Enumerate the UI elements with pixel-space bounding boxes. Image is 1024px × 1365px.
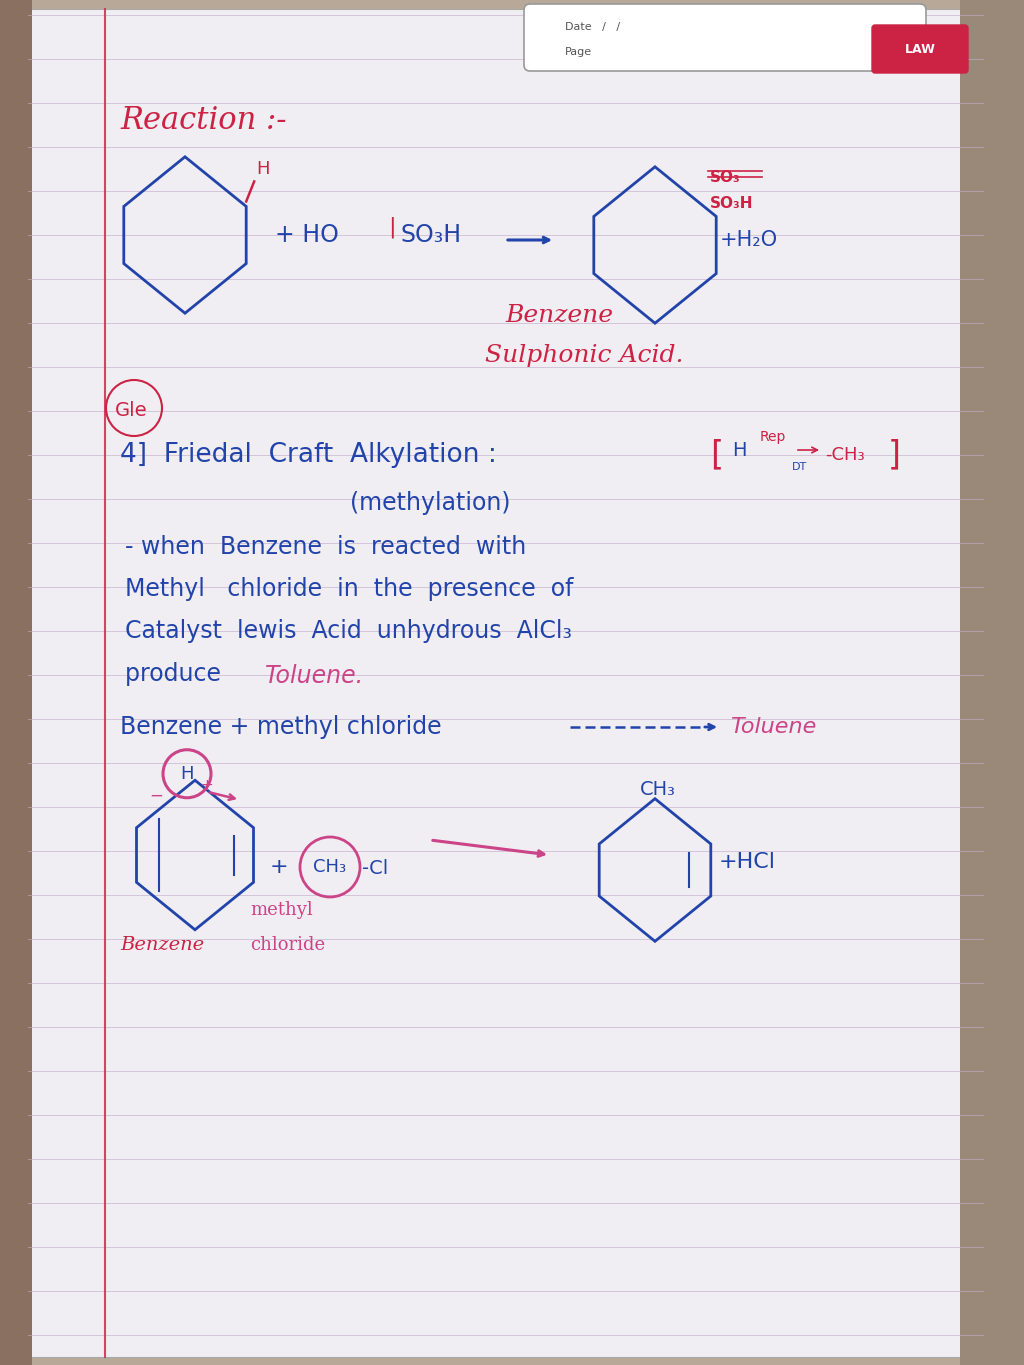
Text: CH₃: CH₃ xyxy=(640,779,676,799)
Text: Reaction :-: Reaction :- xyxy=(120,105,287,135)
Text: |: | xyxy=(388,216,395,238)
Text: +: + xyxy=(270,857,289,876)
Text: Rep: Rep xyxy=(760,430,786,444)
FancyBboxPatch shape xyxy=(961,0,1024,1365)
Text: [: [ xyxy=(710,438,723,471)
FancyBboxPatch shape xyxy=(0,0,32,1365)
Text: Benzene + methyl chloride: Benzene + methyl chloride xyxy=(120,715,441,738)
Text: Toluene: Toluene xyxy=(730,717,816,737)
Text: 4]  Friedal  Craft  Alkylation :: 4] Friedal Craft Alkylation : xyxy=(120,442,497,468)
Text: Page: Page xyxy=(565,46,592,57)
Text: +HCl: +HCl xyxy=(719,852,776,872)
Text: Catalyst  lewis  Acid  unhydrous  AlCl₃: Catalyst lewis Acid unhydrous AlCl₃ xyxy=(125,618,572,643)
Text: Date   /   /: Date / / xyxy=(565,22,621,31)
Text: H: H xyxy=(180,764,194,782)
Text: -CH₃: -CH₃ xyxy=(825,446,864,464)
Text: produce: produce xyxy=(125,662,244,687)
Text: LAW: LAW xyxy=(904,42,936,56)
Text: DT: DT xyxy=(792,461,807,472)
Text: (methylation): (methylation) xyxy=(350,491,511,515)
Text: +: + xyxy=(201,778,213,793)
Text: Methyl   chloride  in  the  presence  of: Methyl chloride in the presence of xyxy=(125,577,573,601)
Text: SO₃H: SO₃H xyxy=(710,195,754,210)
Text: Toluene.: Toluene. xyxy=(265,663,365,688)
FancyBboxPatch shape xyxy=(28,10,983,1357)
FancyBboxPatch shape xyxy=(872,25,968,72)
Text: Benzene: Benzene xyxy=(120,936,204,954)
Text: Gle: Gle xyxy=(115,400,147,419)
Text: methyl: methyl xyxy=(250,901,312,919)
Text: CH₃: CH₃ xyxy=(313,859,346,876)
Text: -Cl: -Cl xyxy=(362,860,388,879)
FancyBboxPatch shape xyxy=(524,4,926,71)
Text: ]: ] xyxy=(888,438,901,471)
Text: −: − xyxy=(150,786,163,805)
Text: - when  Benzene  is  reacted  with: - when Benzene is reacted with xyxy=(125,535,526,560)
Text: +H₂O: +H₂O xyxy=(720,229,778,250)
Text: SO₃H: SO₃H xyxy=(400,222,461,247)
Text: chloride: chloride xyxy=(250,936,326,954)
Text: SO₃: SO₃ xyxy=(710,169,740,184)
Text: H: H xyxy=(732,441,746,460)
Text: Benzene: Benzene xyxy=(505,303,613,326)
Text: Sulphonic Acid.: Sulphonic Acid. xyxy=(485,344,683,366)
Text: + HO: + HO xyxy=(275,222,339,247)
Text: H: H xyxy=(256,161,269,179)
